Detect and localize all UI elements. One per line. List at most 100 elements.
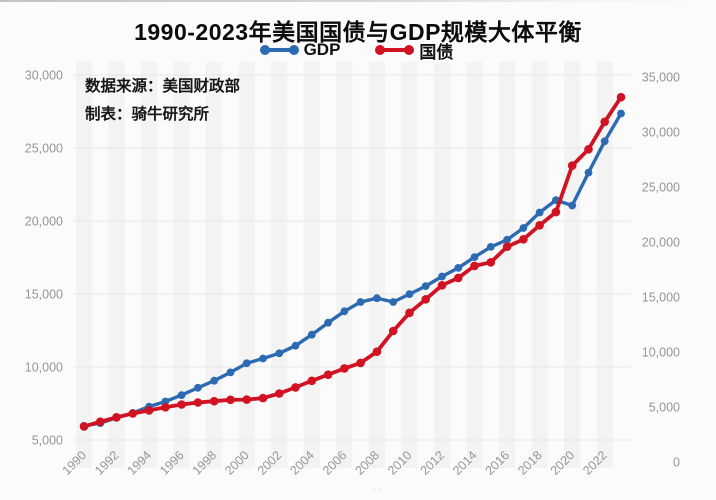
right-axis-tick-label: 20,000 xyxy=(642,236,680,250)
data-point-gdp-1999 xyxy=(226,368,235,377)
data-point-debt-2022 xyxy=(600,117,609,127)
data-point-gdp-2023 xyxy=(617,109,625,118)
right-axis-tick-label: 25,000 xyxy=(642,181,680,195)
left-axis-tick-label: 10,000 xyxy=(25,361,63,375)
gdp-line-icon xyxy=(259,45,299,56)
left-axis-tick-label: 15,000 xyxy=(25,288,63,302)
data-point-debt-2009 xyxy=(388,326,398,336)
data-point-gdp-2010 xyxy=(405,290,414,298)
gdp-marker-dot-icon xyxy=(259,45,270,56)
data-source-line: 数据来源：美国财政部 xyxy=(85,78,241,95)
watermark-remnant: ·· xyxy=(373,484,384,495)
data-point-gdp-2007 xyxy=(356,298,365,306)
series-line-gdp xyxy=(82,111,623,428)
data-point-debt-2019 xyxy=(551,207,561,217)
debt-marker-dot-icon xyxy=(375,45,386,56)
right-axis-tick-label: 5,000 xyxy=(649,401,680,415)
data-point-debt-2020 xyxy=(567,161,577,170)
data-point-debt-2008 xyxy=(372,347,382,357)
data-point-debt-1998 xyxy=(209,396,219,406)
right-axis-tick-label: 30,000 xyxy=(642,126,680,140)
data-point-debt-2003 xyxy=(291,383,300,392)
data-point-gdp-2002 xyxy=(275,349,284,358)
author-line: 制表：骑牛研究所 xyxy=(85,106,210,123)
data-point-gdp-2014 xyxy=(470,253,479,261)
data-point-debt-1993 xyxy=(128,409,138,418)
data-point-debt-2023 xyxy=(616,92,626,102)
data-point-debt-2011 xyxy=(421,295,431,304)
data-point-gdp-2021 xyxy=(584,168,593,177)
data-point-gdp-2000 xyxy=(242,359,251,368)
data-point-gdp-2013 xyxy=(454,264,463,272)
right-axis-tick-label: 35,000 xyxy=(642,71,680,85)
data-point-gdp-2011 xyxy=(421,282,430,290)
data-point-gdp-1997 xyxy=(194,383,202,392)
left-axis-tick-label: 30,000 xyxy=(25,69,63,83)
data-point-debt-2001 xyxy=(258,393,268,403)
data-point-debt-2004 xyxy=(307,376,317,386)
data-point-debt-2017 xyxy=(519,235,528,244)
data-point-debt-2018 xyxy=(535,221,544,230)
data-point-gdp-2008 xyxy=(373,294,381,303)
data-point-debt-2013 xyxy=(454,273,463,283)
data-point-gdp-1996 xyxy=(177,391,186,399)
year-stripe xyxy=(336,62,353,468)
data-point-gdp-2020 xyxy=(568,201,577,210)
data-point-debt-1990 xyxy=(79,422,89,431)
data-point-gdp-2004 xyxy=(307,330,316,339)
legend: GDP 国债 xyxy=(0,38,716,63)
data-point-debt-1991 xyxy=(96,417,105,427)
data-point-debt-2000 xyxy=(242,395,251,404)
data-point-debt-2006 xyxy=(340,364,349,373)
legend-item-debt: 国债 xyxy=(375,38,454,63)
left-axis-tick-label: 5,000 xyxy=(32,434,63,448)
data-point-debt-1999 xyxy=(226,395,235,405)
data-point-gdp-2016 xyxy=(503,235,511,244)
data-point-gdp-1995 xyxy=(161,397,170,406)
data-point-debt-1992 xyxy=(112,413,121,422)
data-point-debt-1996 xyxy=(177,400,186,409)
data-point-gdp-1998 xyxy=(210,376,219,385)
data-point-debt-2012 xyxy=(437,281,447,290)
data-point-gdp-2018 xyxy=(535,208,544,217)
debt-line-icon xyxy=(375,45,415,56)
data-point-gdp-2015 xyxy=(486,243,495,251)
data-point-debt-1995 xyxy=(161,403,170,412)
data-point-debt-2014 xyxy=(470,261,479,271)
year-stripe xyxy=(564,62,581,468)
year-stripe xyxy=(368,62,386,468)
right-axis-tick-label: 0 xyxy=(673,456,680,470)
legend-label-gdp: GDP xyxy=(303,40,341,59)
data-point-gdp-2017 xyxy=(519,224,528,232)
data-point-debt-2005 xyxy=(323,370,333,380)
year-stripe xyxy=(271,62,288,468)
data-point-gdp-2009 xyxy=(389,298,398,306)
data-point-debt-2007 xyxy=(356,358,365,368)
year-stripe xyxy=(303,62,320,468)
year-stripe xyxy=(433,62,451,468)
gdp-marker-dot-icon xyxy=(288,45,299,56)
chart-title: 1990-2023年美国国债与GDP规模大体平衡 xyxy=(134,19,582,45)
year-stripe xyxy=(238,62,255,468)
screenshot-top-edge xyxy=(0,0,716,2)
year-stripe xyxy=(401,62,418,468)
year-stripe xyxy=(531,62,548,468)
data-point-gdp-2003 xyxy=(291,341,300,350)
data-point-gdp-2005 xyxy=(324,318,332,327)
right-axis-tick-label: 10,000 xyxy=(642,346,680,360)
data-point-gdp-2001 xyxy=(259,354,267,363)
data-point-gdp-2006 xyxy=(340,307,349,316)
left-axis-tick-label: 20,000 xyxy=(25,215,63,229)
data-point-debt-2015 xyxy=(486,258,496,267)
legend-item-gdp: GDP xyxy=(259,40,341,60)
debt-marker-dot-icon xyxy=(404,45,415,56)
right-axis-tick-label: 15,000 xyxy=(642,291,680,305)
year-stripe xyxy=(499,62,516,468)
series-line-debt xyxy=(82,95,623,429)
data-point-gdp-2022 xyxy=(600,137,609,146)
legend-label-debt: 国债 xyxy=(419,42,454,62)
data-point-debt-2021 xyxy=(584,145,593,154)
data-point-debt-2010 xyxy=(405,308,414,318)
data-point-debt-1997 xyxy=(193,398,203,407)
